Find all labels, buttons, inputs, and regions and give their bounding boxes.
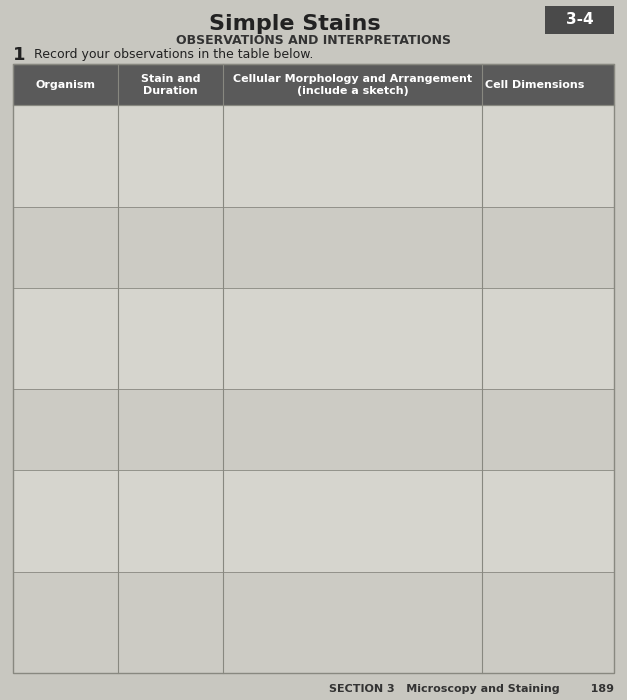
Text: 1: 1	[13, 46, 25, 64]
Text: Record your observations in the table below.: Record your observations in the table be…	[34, 48, 314, 61]
Bar	[13, 105, 614, 206]
Text: Simple Stains: Simple Stains	[209, 14, 381, 34]
Bar	[545, 6, 614, 34]
Bar	[13, 288, 614, 389]
Bar	[13, 572, 614, 673]
Bar	[13, 206, 614, 288]
Bar	[13, 64, 614, 673]
Text: OBSERVATIONS AND INTERPRETATIONS: OBSERVATIONS AND INTERPRETATIONS	[176, 34, 451, 47]
Bar	[13, 389, 614, 470]
Text: Cellular Morphology and Arrangement
(include a sketch): Cellular Morphology and Arrangement (inc…	[233, 74, 472, 95]
Text: SECTION 3   Microscopy and Staining        189: SECTION 3 Microscopy and Staining 189	[329, 684, 614, 694]
Text: Organism: Organism	[35, 80, 95, 90]
Bar	[13, 470, 614, 572]
Text: Stain and
Duration: Stain and Duration	[141, 74, 200, 95]
Text: Cell Dimensions: Cell Dimensions	[485, 80, 584, 90]
Text: 3-4: 3-4	[566, 12, 594, 27]
Bar	[13, 64, 614, 105]
